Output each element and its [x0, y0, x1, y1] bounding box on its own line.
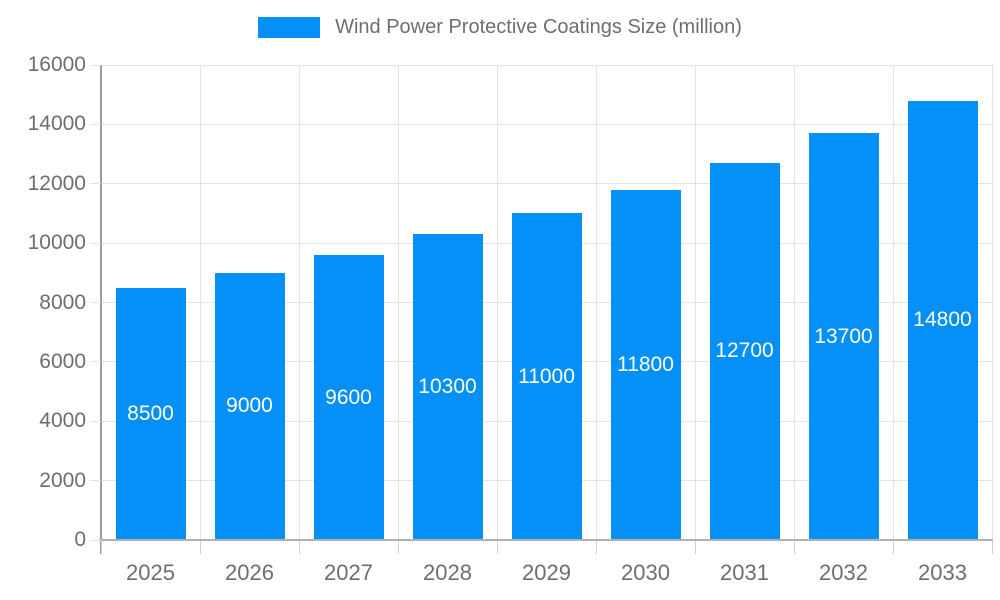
y-axis-tick-label: 14000: [27, 112, 86, 136]
x-axis-tick-label: 2032: [819, 560, 868, 585]
y-axis-tick-label: 6000: [39, 349, 86, 373]
bar-value-label: 13700: [814, 324, 873, 348]
bar-2028[interactable]: 10300: [412, 234, 483, 540]
gridline-vertical: [694, 65, 696, 540]
gridline-vertical: [991, 65, 993, 540]
gridline-vertical: [793, 65, 795, 540]
y-axis-tick: [90, 183, 101, 185]
gridline-vertical: [397, 65, 399, 540]
legend-label[interactable]: Wind Power Protective Coatings Size (mil…: [335, 16, 742, 38]
x-axis-line: [99, 539, 993, 541]
x-axis-tick-label: 2025: [126, 560, 175, 585]
y-axis-tick-label: 8000: [39, 290, 86, 314]
y-axis-tick-label: 2000: [39, 468, 86, 492]
gridline-vertical: [595, 65, 597, 540]
x-axis-tick-label: 2033: [918, 560, 967, 585]
y-axis-tick-label: 0: [74, 528, 86, 551]
x-axis-tick-label: 2026: [225, 560, 274, 585]
bar-2027[interactable]: 9600: [313, 255, 384, 540]
y-axis-line: [100, 65, 102, 554]
x-axis-tick: [100, 541, 102, 554]
y-axis-tick-label: 10000: [27, 231, 86, 255]
y-axis-tick: [90, 480, 101, 482]
x-axis-tick: [298, 541, 300, 554]
y-axis-tick: [90, 302, 101, 303]
x-axis-tick-label: 2028: [423, 560, 472, 585]
x-axis-tick-label: 2029: [522, 560, 571, 585]
bar-value-label: 11000: [518, 364, 575, 388]
x-axis-tick-label: 2031: [720, 560, 769, 585]
x-axis-tick: [595, 541, 597, 554]
x-axis-tick: [496, 541, 498, 554]
x-axis-tick: [694, 541, 696, 554]
gridline-vertical: [496, 65, 498, 540]
gridline-vertical: [298, 65, 300, 540]
x-axis-tick: [397, 541, 399, 554]
gridline-horizontal: [101, 64, 992, 66]
bar-value-label: 10300: [418, 375, 477, 399]
y-axis-tick: [90, 242, 101, 244]
bar-2032[interactable]: 13700: [808, 133, 879, 540]
y-axis-tick: [90, 361, 101, 363]
bar-value-label: 12700: [715, 339, 774, 363]
y-axis-tick: [90, 420, 101, 422]
bar-2031[interactable]: 12700: [709, 162, 780, 540]
x-axis-tick: [991, 541, 993, 554]
x-axis-tick: [199, 541, 201, 554]
bar-value-label: 9000: [226, 394, 273, 418]
y-axis-tick: [90, 123, 101, 125]
bar-2029[interactable]: 11000: [511, 213, 582, 540]
gridline-horizontal: [101, 183, 992, 185]
bar-value-label: 8500: [127, 401, 174, 425]
y-axis-tick: [90, 64, 101, 66]
legend-swatch[interactable]: [258, 17, 321, 38]
x-axis-tick-label: 2027: [324, 560, 373, 585]
x-axis-tick-label: 2030: [621, 560, 670, 585]
bar-2033[interactable]: 14800: [907, 100, 978, 540]
y-axis-tick-label: 4000: [39, 409, 86, 433]
y-axis-tick-label: 12000: [27, 171, 86, 195]
y-axis-tick: [90, 539, 101, 541]
bar-2030[interactable]: 11800: [610, 189, 681, 540]
plot-area: 8500 9000 9600 10300 11000 11800 12700 13700 148…: [100, 64, 993, 540]
y-axis-tick-label: 16000: [27, 53, 86, 76]
gridline-vertical: [892, 65, 894, 540]
x-axis-tick: [892, 541, 894, 554]
x-axis-tick: [793, 541, 795, 554]
bar-value-label: 9600: [325, 385, 372, 409]
gridline-vertical: [199, 65, 201, 540]
bar-2025[interactable]: 8500: [115, 287, 186, 540]
legend: Wind Power Protective Coatings Size (mil…: [0, 16, 1000, 39]
gridline-horizontal: [101, 123, 992, 125]
bar-value-label: 11800: [617, 352, 674, 376]
bar-value-label: 14800: [913, 308, 972, 332]
bar-2026[interactable]: 9000: [214, 272, 285, 540]
